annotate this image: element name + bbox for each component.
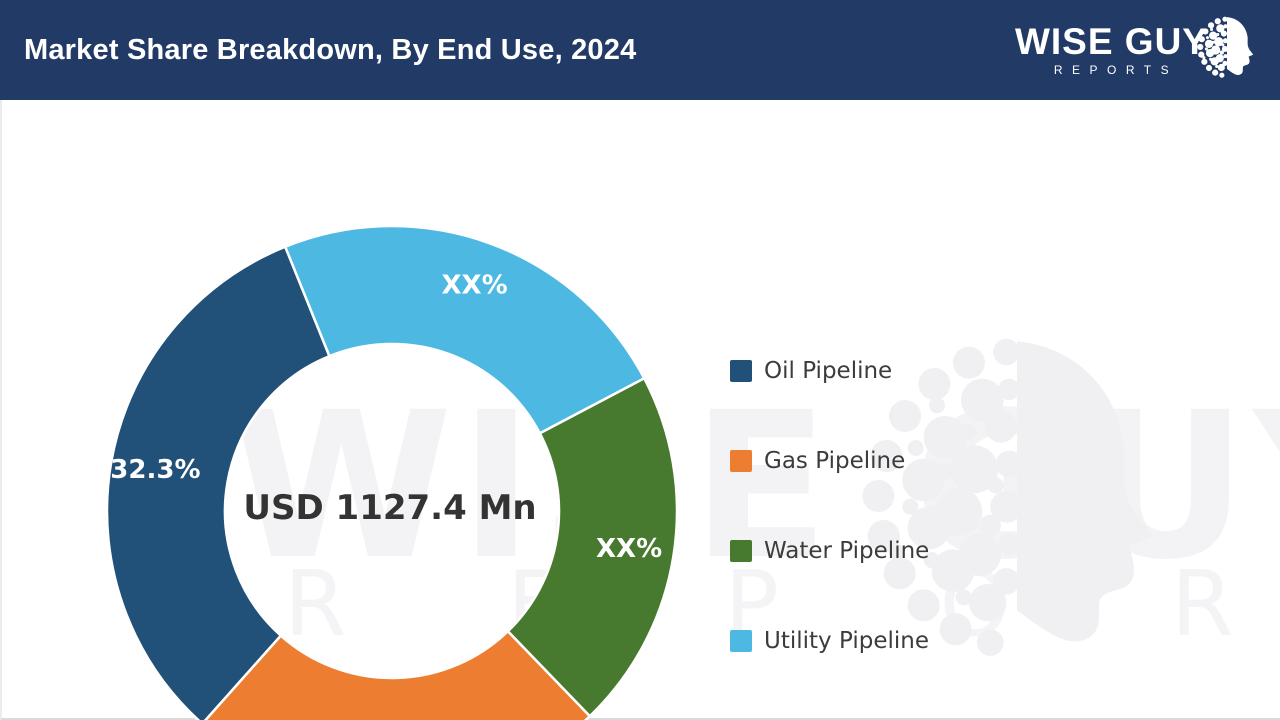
donut-segment-value-label: XX% [596, 534, 662, 564]
donut-chart: 32.3%XX%XX%XX% [105, 224, 679, 720]
legend-item-water-pipeline: Water Pipeline [730, 536, 929, 566]
legend-item-oil-pipeline: Oil Pipeline [730, 356, 929, 386]
donut-segment [105, 245, 331, 720]
donut-segment-value-label: XX% [442, 271, 508, 301]
chart-legend: Oil Pipeline Gas Pipeline Water Pipeline… [730, 356, 929, 656]
page-title: Market Share Breakdown, By End Use, 2024 [24, 33, 637, 66]
legend-swatch-icon [730, 630, 752, 652]
brand-face-icon [1197, 16, 1254, 78]
donut-segment-value-label: 32.3% [110, 455, 200, 485]
legend-label: Gas Pipeline [764, 447, 906, 474]
legend-item-utility-pipeline: Utility Pipeline [730, 626, 929, 656]
legend-swatch-icon [730, 540, 752, 562]
donut-segment [506, 377, 679, 718]
legend-swatch-icon [730, 450, 752, 472]
watermark-face-image [862, 338, 1153, 656]
legend-label: Utility Pipeline [764, 627, 929, 654]
donut-segment [203, 629, 592, 720]
chart-center-value: USD 1127.4 Mn [243, 488, 537, 528]
brand-subtitle: REPORTS [1053, 63, 1179, 77]
donut-segment [283, 224, 646, 435]
legend-label: Oil Pipeline [764, 357, 893, 384]
brand-logo-text: WISE GUY REPORTS [1015, 23, 1208, 77]
header-bar: Market Share Breakdown, By End Use, 2024… [0, 0, 1280, 100]
brand-name: WISE GUY [1014, 21, 1208, 62]
legend-label: Water Pipeline [764, 537, 930, 564]
legend-item-gas-pipeline: Gas Pipeline [730, 446, 929, 476]
chart-area: WISE GUY R E P O R T S 32.3%XX%XX%XX% US… [0, 100, 1280, 720]
legend-swatch-icon [730, 360, 752, 382]
brand-logo: WISE GUY REPORTS [1015, 14, 1258, 86]
